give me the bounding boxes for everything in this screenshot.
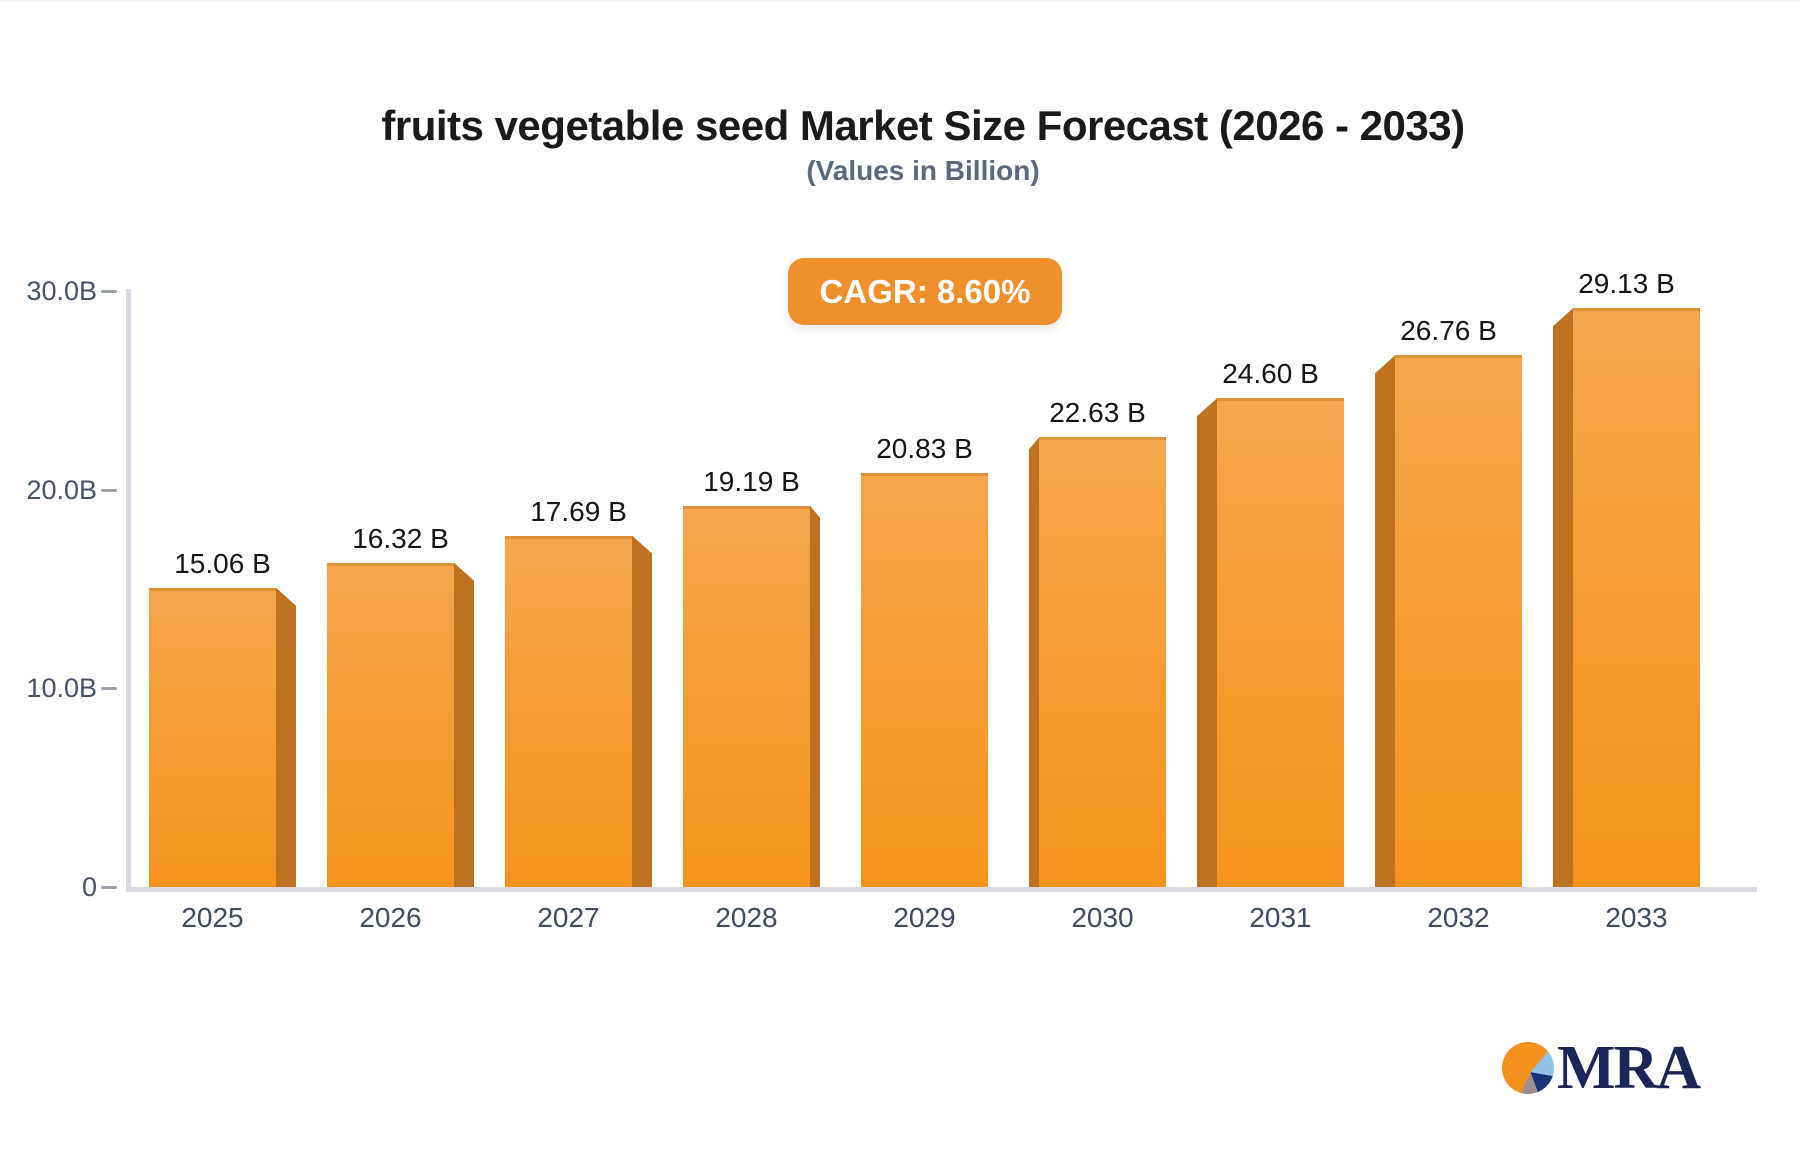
- x-axis-line: [126, 887, 1757, 892]
- chart-title: fruits vegetable seed Market Size Foreca…: [381, 102, 1465, 149]
- y-axis-tick-mark: [101, 290, 117, 293]
- pie-chart-logo-icon: [1502, 1042, 1554, 1094]
- bar-side-3d: [1029, 437, 1039, 887]
- y-axis-line: [126, 289, 131, 892]
- bar-2032[interactable]: [1395, 355, 1522, 887]
- bar-value-label: 22.63 B: [1049, 397, 1146, 429]
- x-axis-label: 2029: [893, 902, 956, 933]
- y-axis-tick-label: 10.0B: [26, 673, 97, 704]
- chart-subtitle: (Values in Billion): [806, 155, 1040, 186]
- bar-side-3d: [632, 535, 652, 887]
- y-axis-tick-mark: [101, 488, 117, 492]
- bar-value-label: 29.13 B: [1578, 268, 1675, 300]
- x-axis-label: 2030: [1071, 902, 1134, 933]
- y-axis-tick-label: 30.0B: [26, 276, 97, 306]
- bar-value-label: 19.19 B: [703, 465, 800, 497]
- bar-2025[interactable]: [149, 587, 276, 887]
- bar-side-3d: [1375, 355, 1395, 887]
- bar-2026[interactable]: [327, 562, 454, 887]
- bar-value-label: 26.76 B: [1400, 315, 1497, 347]
- bar-side-3d: [1197, 398, 1217, 887]
- brand-logo: MRA: [1502, 1034, 1701, 1102]
- x-axis-label: 2031: [1249, 902, 1312, 933]
- bar-value-label: 17.69 B: [530, 495, 627, 527]
- x-axis-label: 2025: [181, 902, 244, 933]
- brand-name: MRA: [1557, 1034, 1701, 1102]
- y-axis-tick-mark: [101, 886, 117, 889]
- bar-side-3d: [1553, 308, 1573, 887]
- bar-2027[interactable]: [505, 535, 632, 887]
- bar-2030[interactable]: [1039, 437, 1166, 887]
- y-axis-tick-label: 20.0B: [26, 474, 97, 505]
- bar-value-label: 24.60 B: [1222, 358, 1319, 390]
- bar-2028[interactable]: [683, 505, 810, 887]
- x-axis-label: 2026: [359, 902, 422, 933]
- bar-side-3d: [454, 562, 474, 887]
- bar-2029[interactable]: [861, 473, 988, 887]
- x-axis-label: 2027: [537, 902, 600, 933]
- y-axis-tick-mark: [101, 687, 117, 691]
- x-axis-label: 2028: [715, 902, 778, 933]
- bar-2031[interactable]: [1217, 398, 1344, 887]
- y-axis-tick-label: 0: [81, 872, 97, 902]
- x-axis-label: 2033: [1605, 902, 1668, 933]
- bar-value-label: 16.32 B: [352, 522, 449, 554]
- cagr-badge: CAGR: 8.60%: [788, 258, 1062, 325]
- bar-value-label: 20.83 B: [876, 433, 973, 465]
- bar-side-3d: [276, 587, 296, 887]
- bar-value-label: 15.06 B: [174, 547, 271, 579]
- bar-2033[interactable]: [1573, 308, 1700, 887]
- x-axis-label: 2032: [1427, 902, 1490, 933]
- bar-side-3d: [810, 505, 820, 887]
